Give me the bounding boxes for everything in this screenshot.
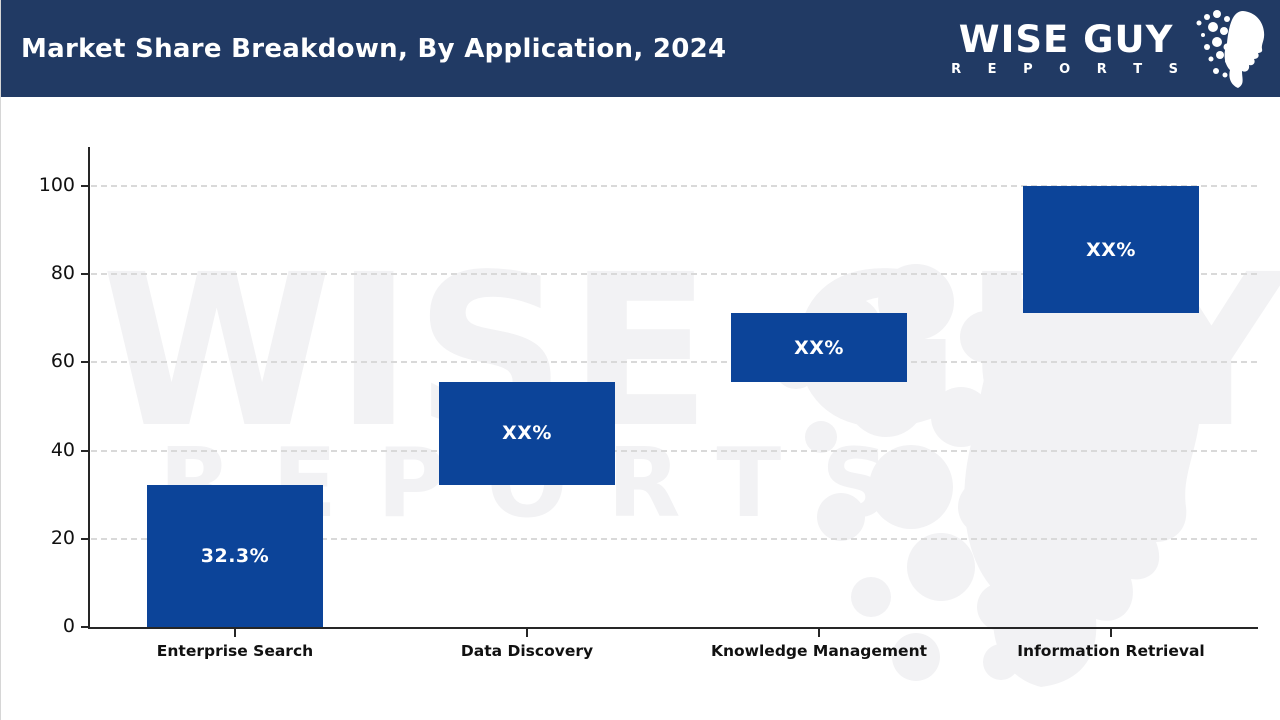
bar-segment: 32.3%: [147, 484, 323, 627]
page-title: Market Share Breakdown, By Application, …: [21, 33, 727, 64]
bar-value-label: 32.3%: [200, 544, 270, 567]
bar-value-label: XX%: [794, 336, 844, 359]
x-tick: [526, 629, 528, 637]
x-tick: [818, 629, 820, 637]
y-tick-label: 60: [50, 350, 75, 373]
y-tick: [81, 185, 89, 187]
gridline: [91, 361, 1257, 364]
y-tick: [81, 626, 89, 628]
bar-value-label: XX%: [502, 422, 552, 445]
y-tick-label: 80: [50, 262, 75, 285]
y-tick-label: 100: [38, 174, 75, 196]
gridline: [91, 185, 1257, 187]
gridline: [91, 273, 1257, 276]
logo-text: WISE GUY R E P O R T S: [943, 18, 1189, 77]
y-tick: [81, 449, 89, 452]
y-tick: [81, 361, 89, 364]
y-tick-label: 20: [50, 526, 75, 549]
header-band: Market Share Breakdown, By Application, …: [1, 0, 1280, 97]
x-tick: [1110, 629, 1112, 637]
y-tick-label: 0: [62, 615, 75, 637]
gridline: [91, 537, 1257, 540]
x-axis-category-label: Enterprise Search: [156, 642, 314, 660]
gridline: [91, 449, 1257, 452]
x-tick: [234, 629, 236, 637]
logo-subtitle: R E P O R T S: [951, 61, 1189, 77]
y-tick: [81, 273, 89, 276]
x-axis-category-label: Data Discovery: [460, 642, 594, 660]
watermark-face-dots: [774, 264, 1201, 687]
bar-segment: XX%: [439, 382, 615, 485]
x-axis-spine: [88, 627, 1258, 629]
logo-face-icon: [1196, 10, 1265, 88]
bar-segment: XX%: [1023, 186, 1199, 313]
y-tick-label: 40: [50, 438, 75, 461]
y-tick: [81, 537, 89, 540]
x-axis-category-label: Knowledge Management: [710, 642, 928, 660]
wise-guy-logo: WISE GUY R E P O R T S: [943, 10, 1267, 88]
logo-wordmark: WISE GUY: [958, 18, 1174, 62]
x-axis-category-label: Information Retrieval: [1017, 642, 1205, 660]
y-axis-spine: [88, 147, 90, 629]
bar-value-label: XX%: [1086, 238, 1136, 261]
bar-segment: XX%: [731, 313, 907, 383]
